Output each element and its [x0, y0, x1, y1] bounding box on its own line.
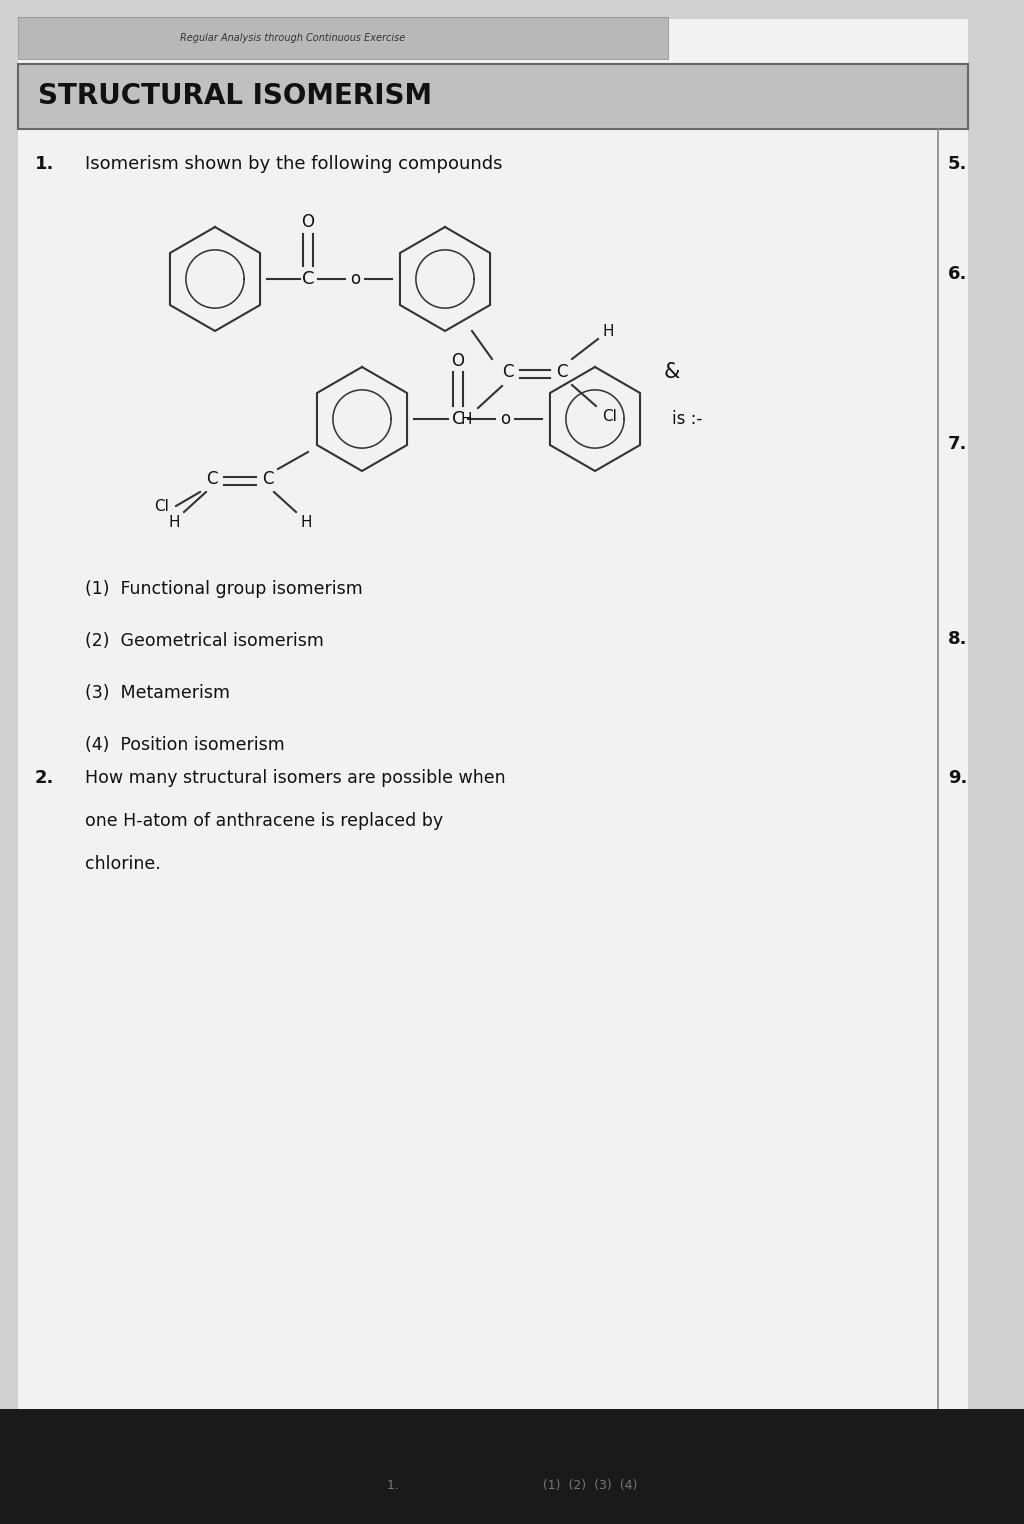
Text: H: H	[168, 515, 180, 529]
Text: C: C	[302, 270, 314, 288]
Text: o: o	[350, 270, 360, 288]
Text: Isomerism shown by the following compounds: Isomerism shown by the following compoun…	[85, 155, 503, 174]
Text: H: H	[300, 515, 311, 529]
Text: 1.: 1.	[35, 155, 54, 174]
Text: Regular Analysis through Continuous Exercise: Regular Analysis through Continuous Exer…	[180, 34, 406, 43]
Text: chlorine.: chlorine.	[85, 855, 161, 873]
Text: 9.: 9.	[948, 770, 968, 786]
Text: 8.: 8.	[948, 629, 968, 648]
Text: is :-: is :-	[672, 410, 702, 428]
Text: Cl: Cl	[155, 498, 169, 514]
Text: STRUCTURAL ISOMERISM: STRUCTURAL ISOMERISM	[38, 82, 432, 110]
Text: O: O	[452, 352, 465, 370]
Text: C: C	[502, 363, 514, 381]
Text: Cl: Cl	[602, 408, 617, 424]
Text: (3)  Metamerism: (3) Metamerism	[85, 684, 230, 703]
Text: (2)  Geometrical isomerism: (2) Geometrical isomerism	[85, 632, 324, 651]
Bar	[0, 1410, 1024, 1524]
Text: 2.: 2.	[35, 770, 54, 786]
Text: C: C	[206, 469, 218, 488]
Text: (4)  Position isomerism: (4) Position isomerism	[85, 736, 285, 754]
Text: one H-atom of anthracene is replaced by: one H-atom of anthracene is replaced by	[85, 812, 443, 831]
Text: How many structural isomers are possible when: How many structural isomers are possible…	[85, 770, 506, 786]
Text: o: o	[500, 410, 510, 428]
Text: &: &	[664, 363, 680, 383]
Text: C: C	[556, 363, 567, 381]
Bar	[18, 64, 968, 130]
Text: (1)  Functional group isomerism: (1) Functional group isomerism	[85, 581, 362, 597]
Text: H: H	[602, 323, 613, 338]
Text: 6.: 6.	[948, 265, 968, 283]
Text: O: O	[301, 213, 314, 232]
Text: 5.: 5.	[948, 155, 968, 174]
Text: H: H	[460, 411, 472, 427]
Text: C: C	[262, 469, 273, 488]
Bar	[18, 17, 668, 59]
Text: C: C	[452, 410, 464, 428]
Text: 1.                                    (1)  (2)  (3)  (4): 1. (1) (2) (3) (4)	[387, 1480, 637, 1492]
Text: 7.: 7.	[948, 434, 968, 453]
